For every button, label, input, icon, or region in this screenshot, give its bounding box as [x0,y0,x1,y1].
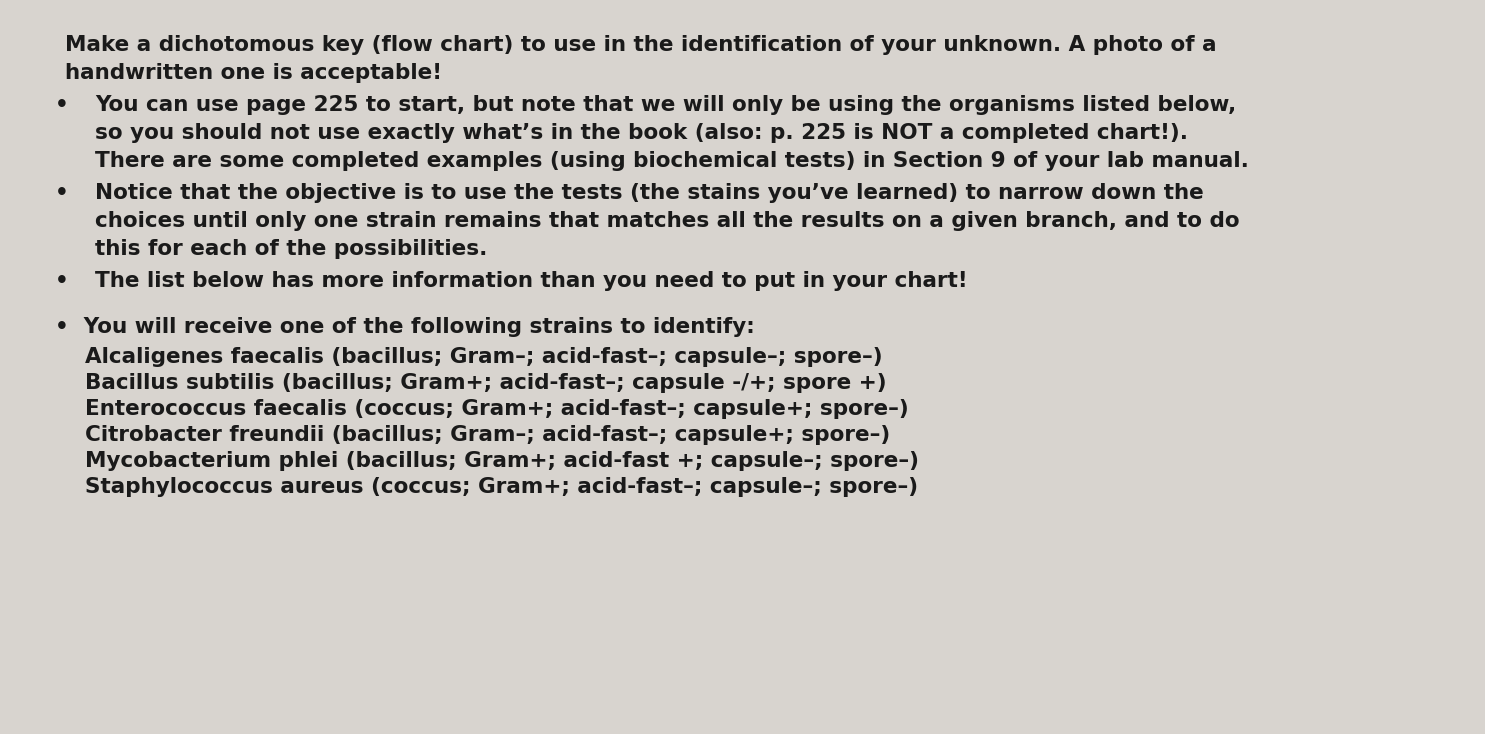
Text: choices until only one strain remains that matches all the results on a given br: choices until only one strain remains th… [95,211,1240,231]
Text: Bacillus subtilis (bacillus; Gram+; acid-fast–; capsule -/+; spore +): Bacillus subtilis (bacillus; Gram+; acid… [85,373,887,393]
Text: The list below has more information than you need to put in your chart!: The list below has more information than… [95,271,968,291]
Text: this for each of the possibilities.: this for each of the possibilities. [95,239,487,259]
Text: •: • [55,183,68,203]
Text: Notice that the objective is to use the tests (the stains you’ve learned) to nar: Notice that the objective is to use the … [95,183,1204,203]
Text: You can use page 225 to start, but note that we will only be using the organisms: You can use page 225 to start, but note … [95,95,1236,115]
Text: Enterococcus faecalis (coccus; Gram+; acid-fast–; capsule+; spore–): Enterococcus faecalis (coccus; Gram+; ac… [85,399,909,419]
Text: •: • [55,95,68,115]
Text: •  You will receive one of the following strains to identify:: • You will receive one of the following … [55,317,754,337]
Text: handwritten one is acceptable!: handwritten one is acceptable! [65,63,443,83]
Text: There are some completed examples (using biochemical tests) in Section 9 of your: There are some completed examples (using… [95,151,1249,171]
Text: Citrobacter freundii (bacillus; Gram–; acid-fast–; capsule+; spore–): Citrobacter freundii (bacillus; Gram–; a… [85,425,890,445]
Text: Mycobacterium phlei (bacillus; Gram+; acid-fast +; capsule–; spore–): Mycobacterium phlei (bacillus; Gram+; ac… [85,451,919,471]
Text: Alcaligenes faecalis (bacillus; Gram–; acid-fast–; capsule–; spore–): Alcaligenes faecalis (bacillus; Gram–; a… [85,347,882,367]
Text: •: • [55,271,68,291]
Text: so you should not use exactly what’s in the book (also: p. 225 is NOT a complete: so you should not use exactly what’s in … [95,123,1188,143]
Text: Staphylococcus aureus (coccus; Gram+; acid-fast–; capsule–; spore–): Staphylococcus aureus (coccus; Gram+; ac… [85,477,918,497]
Text: Make a dichotomous key (flow chart) to use in the identification of your unknown: Make a dichotomous key (flow chart) to u… [65,35,1216,55]
